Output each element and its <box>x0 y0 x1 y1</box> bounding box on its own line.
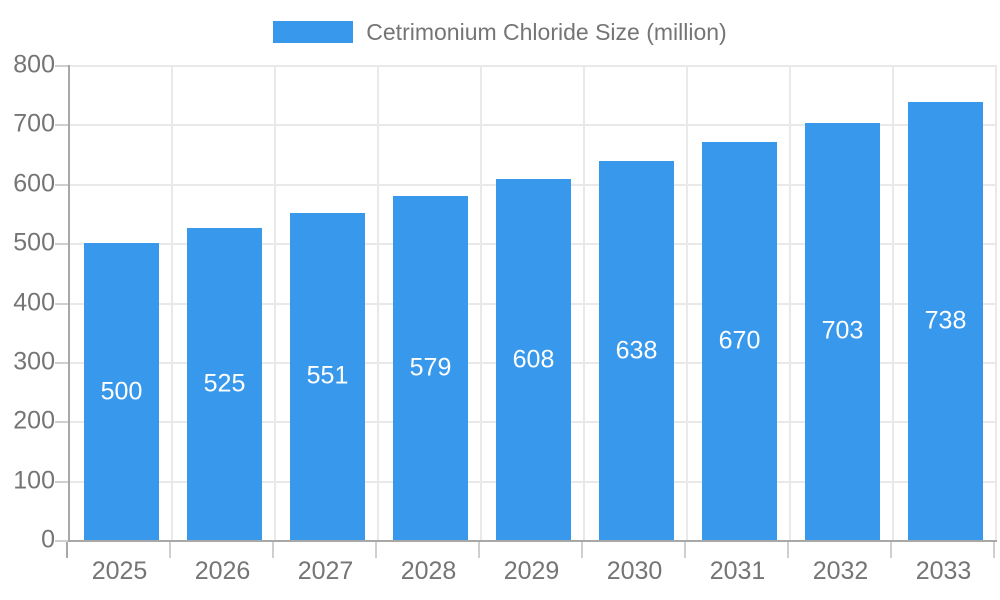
bar-2031[interactable]: 670 <box>702 142 777 540</box>
bar-2025[interactable]: 500 <box>84 243 159 540</box>
bar-value-label: 608 <box>512 345 555 373</box>
x-axis-tick <box>272 542 274 558</box>
y-axis-tick <box>55 65 68 67</box>
gridline-vertical <box>377 65 379 540</box>
y-axis-tick <box>55 421 68 424</box>
bar-2033[interactable]: 738 <box>908 101 983 540</box>
bar-value-label: 703 <box>821 316 864 345</box>
bar-value-label: 670 <box>718 326 761 355</box>
x-axis-tick <box>684 542 686 558</box>
gridline-horizontal <box>70 65 997 67</box>
gridline-vertical <box>686 65 688 540</box>
bar-2032[interactable]: 703 <box>805 122 880 540</box>
legend-label[interactable]: Cetrimonium Chloride Size (million) <box>366 18 727 45</box>
y-axis-label: 700 <box>13 109 55 138</box>
y-axis-tick <box>55 183 68 186</box>
y-axis-label: 400 <box>13 288 55 316</box>
bar-value-label: 738 <box>924 306 967 335</box>
legend-swatch-icon[interactable] <box>273 21 354 43</box>
x-axis-tick <box>375 542 377 558</box>
bar-2029[interactable]: 608 <box>496 179 571 540</box>
y-axis-label: 300 <box>13 347 55 376</box>
plot-area: 500 525 551 579 608 638 670 703 738 <box>68 65 997 542</box>
gridline-horizontal <box>70 124 997 127</box>
x-axis-label: 2025 <box>91 557 148 585</box>
x-axis-tick <box>581 542 583 558</box>
y-axis-label: 100 <box>13 466 55 495</box>
bar-value-label: 525 <box>203 369 246 398</box>
y-axis-label: 0 <box>41 525 55 554</box>
x-axis-label: 2028 <box>400 557 457 585</box>
x-axis-tick <box>890 542 892 558</box>
gridline-vertical <box>583 65 585 540</box>
gridline-vertical <box>995 65 997 540</box>
y-axis-tick <box>55 243 68 246</box>
x-axis-tick <box>787 542 789 558</box>
gridline-vertical <box>789 65 791 540</box>
x-axis-label: 2027 <box>297 557 354 585</box>
bar-value-label: 500 <box>100 377 143 406</box>
y-axis-label: 200 <box>13 406 55 435</box>
x-axis-label: 2029 <box>503 557 560 585</box>
gridline-vertical <box>892 65 894 540</box>
x-axis-label: 2030 <box>606 557 663 585</box>
x-axis-label: 2032 <box>812 557 869 585</box>
y-axis-tick <box>55 302 68 305</box>
x-axis-label: 2031 <box>709 557 766 585</box>
y-axis-tick <box>55 540 68 542</box>
y-axis-label: 800 <box>13 50 55 79</box>
x-axis-label: 2026 <box>194 557 251 585</box>
gridline-vertical <box>274 65 276 540</box>
chart-legend: Cetrimonium Chloride Size (million) <box>0 18 1000 46</box>
y-axis-tick <box>55 361 68 364</box>
x-axis-label: 2033 <box>915 557 972 585</box>
gridline-vertical <box>171 65 173 540</box>
y-axis-tick <box>55 480 68 483</box>
y-axis-label: 600 <box>13 169 55 198</box>
gridline-vertical <box>480 65 482 540</box>
bar-2026[interactable]: 525 <box>187 228 262 540</box>
bar-2028[interactable]: 579 <box>393 196 468 540</box>
x-axis-tick <box>993 542 995 558</box>
bar-2027[interactable]: 551 <box>290 212 365 540</box>
x-axis-tick <box>169 542 171 558</box>
x-axis-tick <box>478 542 480 558</box>
bar-value-label: 551 <box>306 361 349 390</box>
y-axis-label: 500 <box>13 228 55 257</box>
bar-value-label: 638 <box>615 336 658 365</box>
bar-value-label: 579 <box>409 353 452 382</box>
x-axis-tick <box>66 542 68 558</box>
y-axis-tick <box>55 124 68 127</box>
bar-2030[interactable]: 638 <box>599 161 674 540</box>
